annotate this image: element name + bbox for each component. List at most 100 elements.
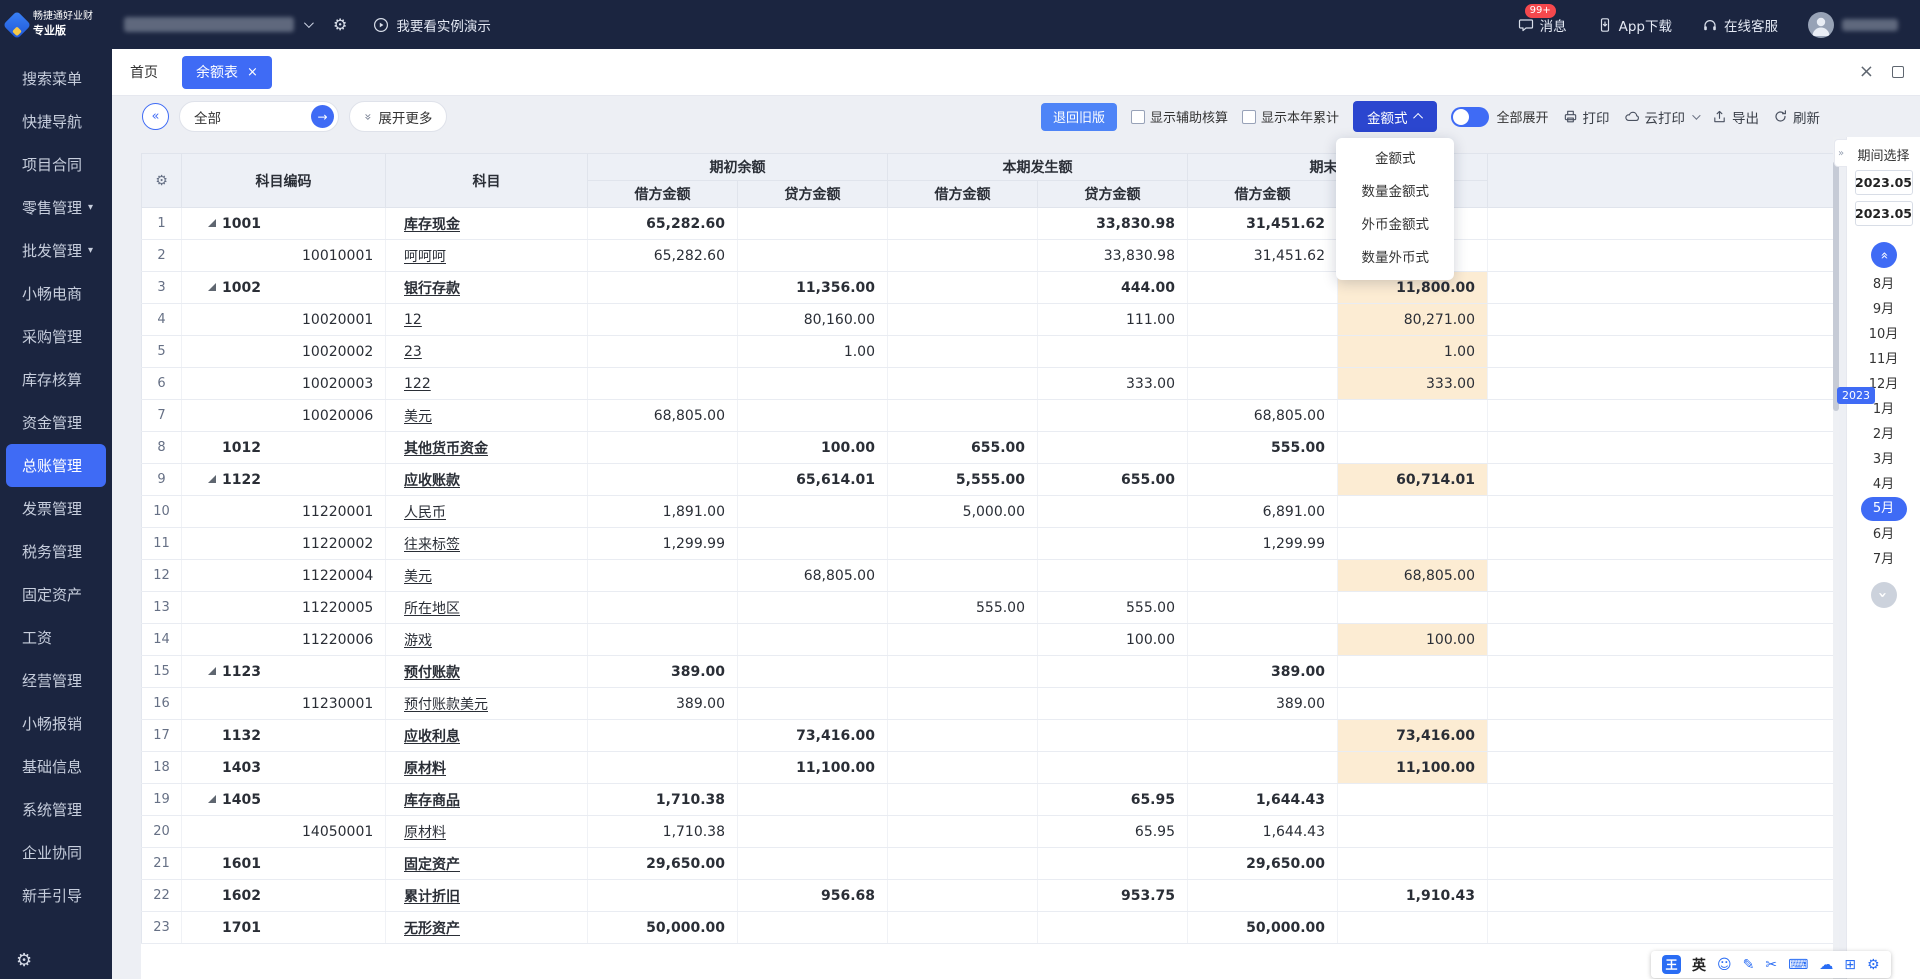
account-name-link[interactable]: 美元	[404, 568, 432, 585]
sidebar-item[interactable]: 小畅电商	[6, 272, 106, 315]
account-name-link[interactable]: 无形资产	[404, 920, 460, 937]
messages-button[interactable]: 99+ 消息	[1518, 2, 1567, 35]
ime-language-indicator[interactable]: 英	[1692, 957, 1706, 974]
account-name-link[interactable]: 库存商品	[404, 792, 460, 809]
scroll-months-up-button[interactable]: «	[1870, 242, 1897, 268]
pen-icon[interactable]: ✎	[1742, 956, 1755, 973]
tab-close-icon[interactable]: ×	[247, 64, 258, 80]
close-icon[interactable]: ×	[1858, 61, 1874, 82]
account-name-link[interactable]: 银行存款	[404, 280, 460, 297]
sidebar-item[interactable]: 库存核算	[6, 358, 106, 401]
account-name-link[interactable]: 游戏	[404, 632, 432, 649]
menu-item[interactable]: 数量外币式	[1361, 250, 1429, 266]
month-item[interactable]: 4月	[1872, 477, 1895, 492]
cloud-print-button[interactable]: 云打印	[1624, 107, 1701, 127]
period-from-field[interactable]: 2023.05	[1854, 170, 1913, 195]
tab[interactable]: 余额表 ×	[182, 55, 272, 89]
column-settings-gear-icon[interactable]: ⚙	[155, 172, 168, 189]
sidebar-item[interactable]: 快捷导航	[6, 100, 106, 143]
sidebar-item[interactable]: 资金管理	[6, 401, 106, 444]
user-profile[interactable]	[1808, 11, 1898, 38]
checkbox-icon[interactable]	[1241, 109, 1256, 124]
account-name-link[interactable]: 23	[404, 343, 422, 360]
month-item[interactable]: 12月	[1868, 377, 1899, 392]
sidebar-item[interactable]: 新手引导	[6, 874, 106, 917]
toggle-switch[interactable]	[1451, 106, 1490, 127]
filter-back-button[interactable]: «	[142, 103, 169, 130]
sidebar-item[interactable]: 系统管理	[6, 788, 106, 831]
menu-item[interactable]: 数量金额式	[1361, 184, 1429, 200]
menu-item[interactable]: 外币金额式	[1361, 217, 1429, 233]
account-name-link[interactable]: 12	[404, 311, 422, 328]
scrollbar-thumb[interactable]	[1833, 161, 1839, 411]
month-item[interactable]: 8月	[1872, 277, 1895, 292]
fullscreen-icon[interactable]	[1892, 66, 1904, 78]
refresh-button[interactable]: 刷新	[1773, 107, 1820, 127]
account-name-link[interactable]: 预付账款美元	[404, 696, 488, 713]
app-download-button[interactable]: App下载	[1597, 15, 1672, 35]
sidebar-item[interactable]: 项目合同	[6, 143, 106, 186]
show-aux-checkbox[interactable]: 显示辅助核算	[1130, 107, 1228, 126]
month-item[interactable]: 3月	[1872, 452, 1895, 467]
checkbox-icon[interactable]	[1130, 109, 1145, 124]
expand-triangle-icon[interactable]	[208, 794, 216, 803]
back-to-old-version-button[interactable]: 退回旧版	[1040, 102, 1117, 131]
expand-all-toggle[interactable]: 全部展开	[1451, 106, 1549, 127]
grid-icon[interactable]: ⊞	[1844, 956, 1857, 973]
apply-filter-icon[interactable]: →	[311, 105, 334, 128]
ime-logo[interactable]: 王	[1662, 955, 1681, 974]
month-item[interactable]: 1月	[1872, 402, 1895, 417]
sidebar-settings-gear-icon[interactable]: ⚙	[16, 950, 33, 971]
sidebar-item[interactable]: 经营管理	[6, 659, 106, 702]
month-item[interactable]: 7月	[1872, 552, 1895, 567]
format-select-button[interactable]: 金额式 金额式 数量金额式 外币金额式 数量外币式	[1336, 101, 1455, 280]
expand-triangle-icon[interactable]	[208, 666, 216, 675]
account-name-link[interactable]: 预付账款	[404, 664, 460, 681]
sidebar-item[interactable]: 零售管理 ▾	[6, 186, 106, 229]
month-item[interactable]: 9月	[1872, 302, 1895, 317]
scissors-icon[interactable]: ✂	[1765, 956, 1778, 973]
account-name-link[interactable]: 其他货币资金	[404, 440, 488, 457]
sidebar-item[interactable]: 发票管理	[6, 487, 106, 530]
tab[interactable]: 首页	[130, 62, 158, 82]
expand-triangle-icon[interactable]	[208, 474, 216, 483]
month-item[interactable]: 5月	[1860, 497, 1907, 521]
month-item[interactable]: 10月	[1868, 327, 1899, 342]
sidebar-item[interactable]: 固定资产	[6, 573, 106, 616]
sidebar-item[interactable]: 总账管理	[6, 444, 106, 487]
expand-triangle-icon[interactable]	[208, 218, 216, 227]
account-name-link[interactable]: 所在地区	[404, 600, 460, 617]
month-item[interactable]: 11月	[1868, 352, 1899, 367]
export-button[interactable]: 导出	[1712, 107, 1759, 127]
account-name-link[interactable]: 累计折旧	[404, 888, 460, 905]
account-name-link[interactable]: 呵呵呵	[404, 248, 446, 265]
account-name-link[interactable]: 人民币	[404, 504, 446, 521]
support-button[interactable]: 在线客服	[1702, 15, 1778, 35]
keyboard-icon[interactable]: ⌨	[1788, 956, 1809, 973]
menu-item[interactable]: 金额式	[1374, 151, 1416, 167]
sidebar-item[interactable]: 搜索菜单	[6, 57, 106, 100]
account-name-link[interactable]: 122	[404, 375, 431, 392]
print-button[interactable]: 打印	[1563, 107, 1610, 127]
account-name-link[interactable]: 应收账款	[404, 472, 460, 489]
sidebar-item[interactable]: 批发管理 ▾	[6, 229, 106, 272]
account-name-link[interactable]: 往来标签	[404, 536, 460, 553]
period-to-field[interactable]: 2023.05	[1854, 201, 1913, 226]
company-selector[interactable]	[124, 17, 314, 32]
account-name-link[interactable]: 原材料	[404, 760, 446, 777]
account-name-link[interactable]: 原材料	[404, 824, 446, 841]
month-item[interactable]: 6月	[1872, 527, 1895, 542]
expand-triangle-icon[interactable]	[208, 282, 216, 291]
sidebar-item[interactable]: 采购管理	[6, 315, 106, 358]
vertical-scrollbar[interactable]	[1833, 137, 1839, 979]
scroll-months-down-button[interactable]: ›	[1870, 582, 1897, 608]
gear-icon[interactable]: ⚙	[333, 15, 348, 34]
sidebar-item[interactable]: 税务管理	[6, 530, 106, 573]
sidebar-item[interactable]: 小畅报销	[6, 702, 106, 745]
subject-filter-select[interactable]: 全部 →	[179, 101, 339, 132]
sidebar-item[interactable]: 基础信息	[6, 745, 106, 788]
demo-link[interactable]: 我要看实例演示	[373, 15, 491, 35]
account-name-link[interactable]: 应收利息	[404, 728, 460, 745]
emoji-icon[interactable]: ☺	[1717, 956, 1732, 973]
month-item[interactable]: 2月	[1872, 427, 1895, 442]
